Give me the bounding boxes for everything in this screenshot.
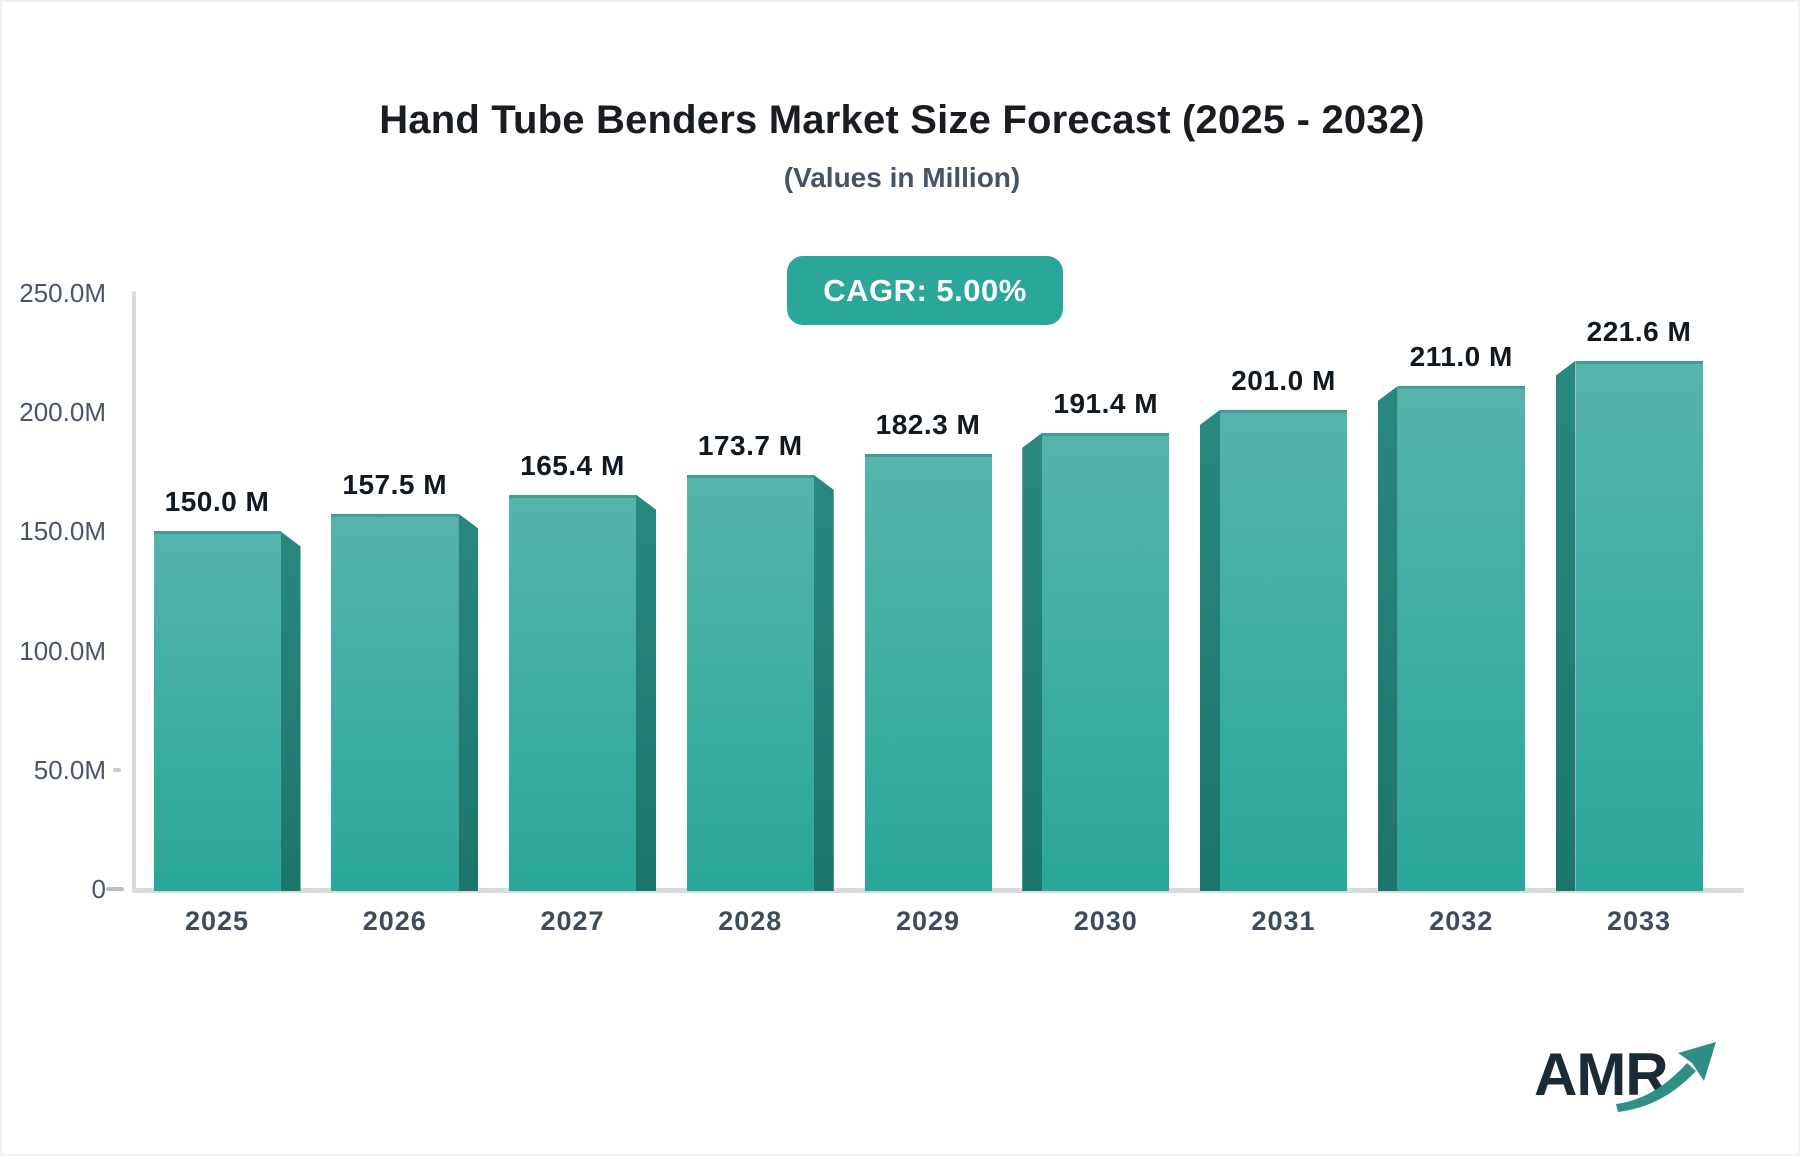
bar-side-face xyxy=(458,513,479,891)
x-tick-label: 2025 xyxy=(184,906,250,936)
y-tick-label: 250.0M xyxy=(19,278,106,308)
bar-value-label: 191.4 M xyxy=(1053,387,1159,419)
x-tick-label: 2031 xyxy=(1251,906,1316,936)
bar-2033 xyxy=(1575,360,1703,891)
x-tick-label: 2032 xyxy=(1429,906,1494,936)
bar-value-label: 221.6 M xyxy=(1586,315,1692,347)
y-tick-label: 150.0M xyxy=(19,516,106,547)
bar-2026 xyxy=(331,513,459,891)
bar-value-label: 182.3 M xyxy=(875,409,981,441)
bar-side-face xyxy=(813,474,834,891)
y-tick-label: 100.0M xyxy=(19,635,106,666)
x-tick-label: 2028 xyxy=(718,906,783,936)
x-tick-label: 2030 xyxy=(1073,906,1138,936)
bar-side-face xyxy=(280,531,301,891)
bar-side-face xyxy=(1022,432,1043,891)
chart-title: Hand Tube Benders Market Size Forecast (… xyxy=(379,98,1425,142)
trend-up-arrow-icon xyxy=(1616,1042,1716,1112)
cagr-badge-label: CAGR: 5.00% xyxy=(823,272,1027,308)
x-tick-label: 2033 xyxy=(1606,906,1672,936)
amr-logo: AMR xyxy=(1528,1032,1728,1128)
bar-side-face xyxy=(1555,360,1576,891)
y-axis-line xyxy=(132,291,136,891)
bar-2030 xyxy=(1042,432,1170,891)
bar-value-label: 211.0 M xyxy=(1409,340,1513,372)
bar-2025 xyxy=(153,531,281,891)
bar-side-face xyxy=(1200,409,1220,891)
bar-2029 xyxy=(864,454,992,891)
x-tick-label: 2026 xyxy=(362,906,427,936)
bar-side-face xyxy=(636,494,656,891)
cagr-badge: CAGR: 5.00% xyxy=(787,256,1063,325)
y-tick-label: 50.0M xyxy=(33,754,106,785)
y-tick-mark xyxy=(106,887,124,891)
bar-2031 xyxy=(1220,409,1347,891)
y-tick-mark xyxy=(113,767,121,772)
bar-side-face xyxy=(1377,385,1398,891)
bar-2027 xyxy=(509,494,636,891)
bar-2032 xyxy=(1397,385,1525,891)
bar-value-label: 173.7 M xyxy=(697,429,803,461)
bar-value-label: 201.0 M xyxy=(1231,364,1336,396)
y-tick-label: 0 xyxy=(91,874,106,904)
x-tick-label: 2029 xyxy=(895,906,961,936)
y-tick-label: 200.0M xyxy=(19,397,106,428)
bar-2028 xyxy=(686,474,814,891)
bar-value-label: 150.0 M xyxy=(164,486,270,518)
bar-value-label: 157.5 M xyxy=(342,468,448,500)
x-tick-label: 2027 xyxy=(540,906,605,936)
chart-subtitle: (Values in Million) xyxy=(783,162,1021,193)
bar-value-label: 165.4 M xyxy=(520,449,625,481)
